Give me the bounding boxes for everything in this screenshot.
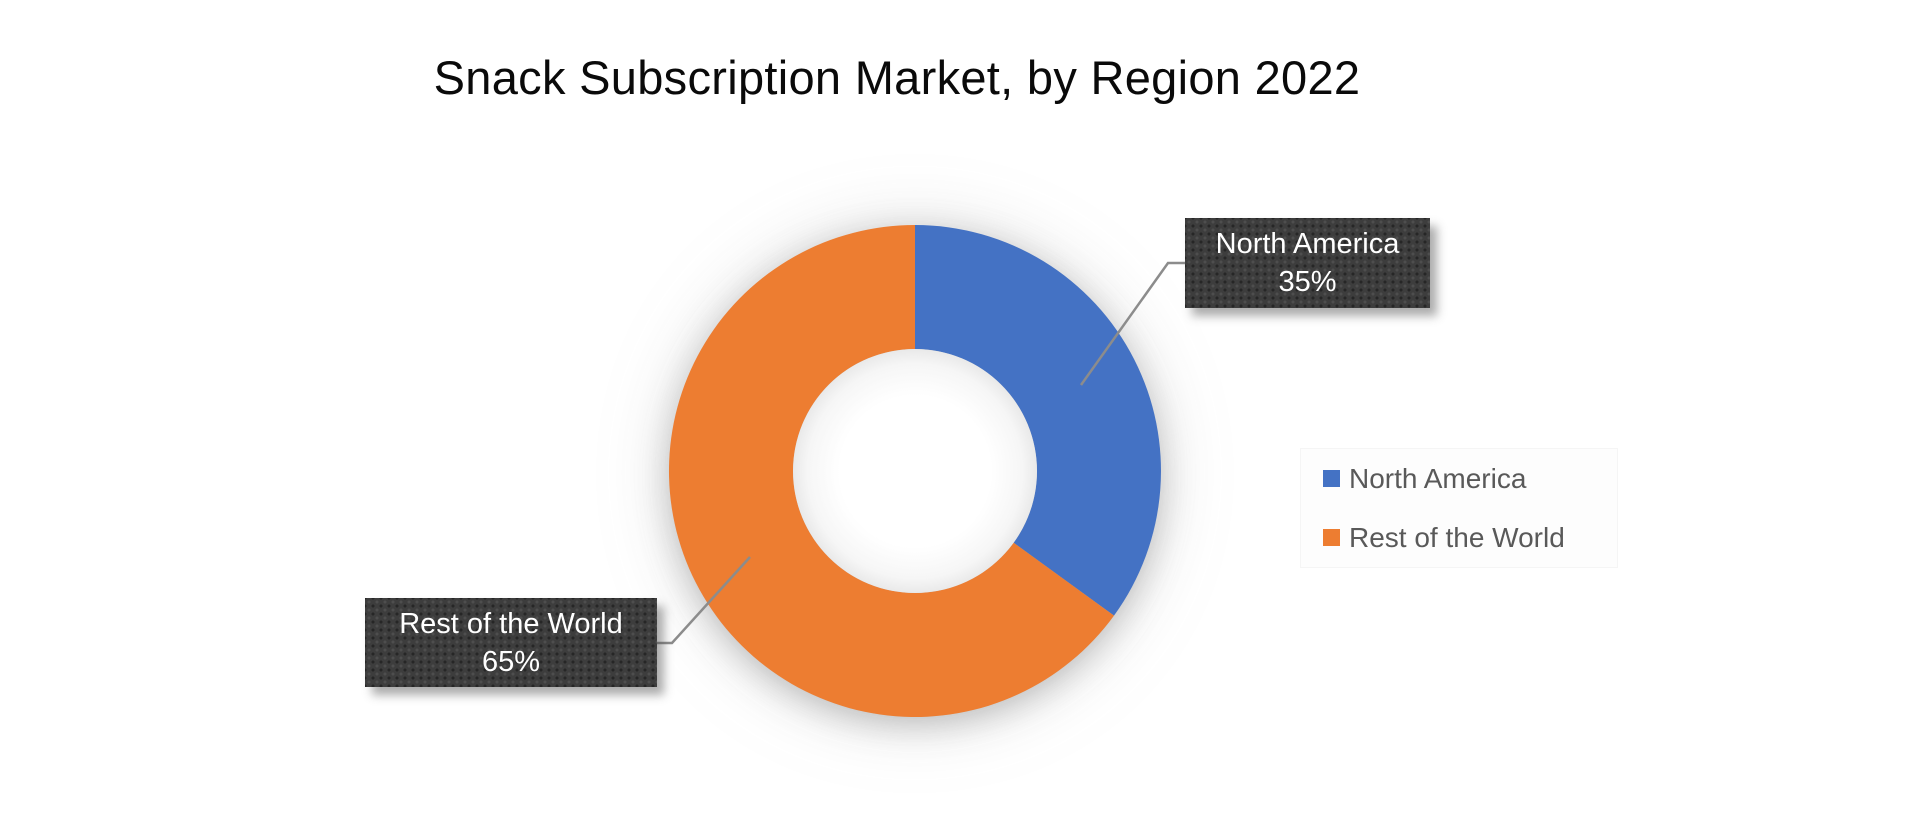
legend-label-north-america: North America bbox=[1349, 462, 1527, 494]
leader-line-north-america bbox=[1079, 261, 1185, 386]
callout-rest-of-world: Rest of the World 65% bbox=[365, 598, 657, 687]
legend-swatch-north-america bbox=[1323, 470, 1340, 487]
callout-rest-of-world-value: 65% bbox=[481, 645, 541, 678]
slice-north-america bbox=[915, 225, 1161, 616]
callout-north-america-label: North America bbox=[1215, 228, 1400, 260]
callout-north-america: North America 35% bbox=[1185, 218, 1430, 308]
slice-rest-of-world bbox=[668, 224, 1114, 717]
legend-item-north-america: North America bbox=[1323, 463, 1617, 495]
donut-hole bbox=[793, 349, 1037, 593]
chart-title: Snack Subscription Market, by Region 202… bbox=[433, 51, 1361, 104]
legend: North America Rest of the World bbox=[1300, 448, 1618, 568]
legend-label-rest-of-world: Rest of the World bbox=[1349, 521, 1565, 553]
leader-line-rest-of-world bbox=[657, 556, 751, 645]
legend-swatch-rest-of-world bbox=[1323, 529, 1340, 546]
donut-ring bbox=[668, 224, 1161, 717]
callout-north-america-value: 35% bbox=[1278, 266, 1337, 298]
callout-rest-of-world-label: Rest of the World bbox=[399, 607, 623, 640]
legend-item-rest-of-world: Rest of the World bbox=[1323, 522, 1617, 554]
